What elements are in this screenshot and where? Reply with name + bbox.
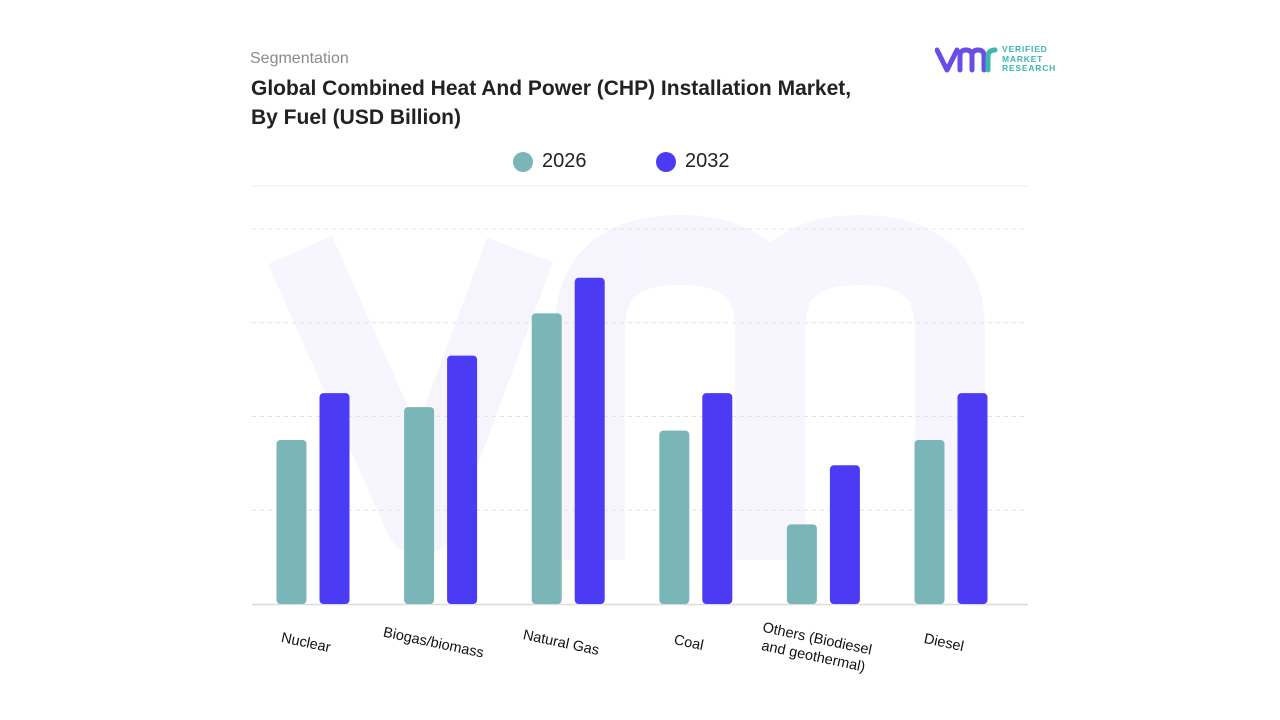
bar-2026-1 xyxy=(404,407,435,604)
bar-2032-2 xyxy=(574,277,605,604)
x-tick-label: Nuclear xyxy=(280,630,332,656)
bar-2026-5 xyxy=(914,439,945,604)
bar-2032-4 xyxy=(829,465,860,604)
logo-text-line-1: VERIFIED xyxy=(1002,44,1048,54)
chart-grid xyxy=(252,185,1028,606)
bar-2032-5 xyxy=(957,393,988,604)
x-axis-tick-labels: Nuclear Biogas/biomass Natural Gas Coal Othe… xyxy=(280,620,965,676)
vmr-logo-icon xyxy=(935,47,998,73)
x-tick-label: Coal xyxy=(672,632,705,654)
x-tick-label-line: Natural Gas xyxy=(522,627,601,659)
x-tick-label-line: Diesel xyxy=(922,631,965,655)
x-tick-label-line: Biogas/biomass xyxy=(382,625,485,662)
bar-2026-4 xyxy=(786,524,817,604)
legend-label-2032: 2032 xyxy=(685,150,730,172)
legend-swatch-2032 xyxy=(656,151,676,172)
bar-2032-1 xyxy=(447,355,478,604)
chart-title-line-1: Global Combined Heat And Power (CHP) Ins… xyxy=(251,77,852,100)
legend-swatch-2026 xyxy=(513,151,533,172)
chart-subtitle: Segmentation xyxy=(250,50,349,67)
legend-item-2032: 2032 xyxy=(656,150,730,173)
chart-title: Global Combined Heat And Power (CHP) Ins… xyxy=(251,74,891,132)
legend-item-2026: 2026 xyxy=(513,150,587,173)
bar-2026-3 xyxy=(659,430,690,604)
x-tick-label-line: Nuclear xyxy=(280,630,332,656)
bar-2026-2 xyxy=(531,313,562,604)
logo-text-line-2: MARKET xyxy=(1002,53,1044,64)
bar-2026-0 xyxy=(276,439,307,604)
logo-text-line-3: RESEARCH xyxy=(1002,63,1057,73)
x-tick-label: Biogas/biomass xyxy=(382,625,485,662)
x-tick-label-line: Coal xyxy=(672,632,705,654)
x-tick-label: Diesel xyxy=(922,631,965,655)
legend-label-2026: 2026 xyxy=(542,150,587,172)
bar-2032-3 xyxy=(702,393,733,604)
logo-text: VERIFIED MARKET RESEARCH xyxy=(1002,44,1057,74)
chart-title-line-2: By Fuel (USD Billion) xyxy=(251,106,461,129)
x-tick-label: Others (Biodieseland geothermal) xyxy=(757,620,873,676)
x-tick-label: Natural Gas xyxy=(522,627,601,659)
chart-bars xyxy=(276,277,988,604)
bar-2032-0 xyxy=(319,393,350,604)
